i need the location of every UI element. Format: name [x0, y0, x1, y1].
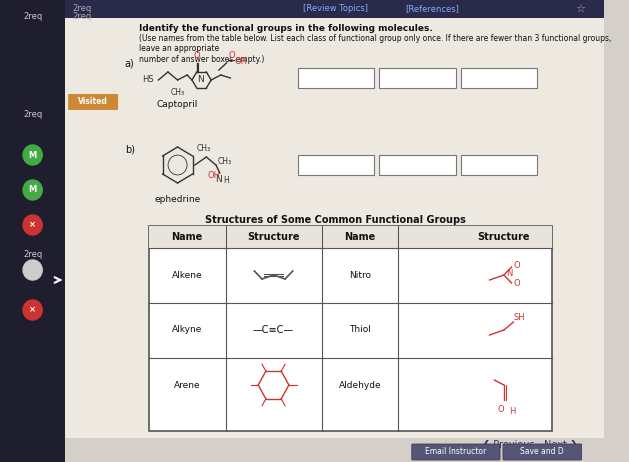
Text: Email Instructor: Email Instructor — [425, 448, 487, 456]
Text: HS: HS — [142, 75, 153, 84]
Text: M: M — [28, 151, 36, 159]
Text: 2req: 2req — [23, 12, 42, 21]
Text: O: O — [228, 51, 235, 60]
Text: Captopril: Captopril — [157, 100, 198, 109]
Circle shape — [23, 300, 42, 320]
FancyBboxPatch shape — [460, 68, 538, 88]
Text: CH₃: CH₃ — [218, 157, 232, 165]
Text: Arene: Arene — [174, 381, 201, 389]
Text: M: M — [29, 185, 36, 194]
FancyBboxPatch shape — [0, 0, 65, 462]
FancyBboxPatch shape — [503, 444, 582, 460]
Text: M: M — [29, 150, 36, 159]
FancyBboxPatch shape — [298, 155, 374, 175]
Text: Alkyne: Alkyne — [172, 326, 203, 334]
Text: Name: Name — [344, 232, 376, 242]
Text: N: N — [216, 175, 222, 184]
Text: [Review Topics]: [Review Topics] — [303, 4, 369, 13]
Text: ephedrine: ephedrine — [155, 195, 201, 204]
Text: ❮ Previous: ❮ Previous — [482, 440, 535, 450]
FancyBboxPatch shape — [149, 226, 552, 431]
Text: Alkene: Alkene — [172, 270, 203, 280]
Text: Structure: Structure — [477, 232, 530, 242]
FancyBboxPatch shape — [65, 18, 604, 438]
Text: Visited: Visited — [78, 97, 108, 107]
Text: 2req: 2req — [72, 12, 91, 21]
Text: Structures of Some Common Functional Groups: Structures of Some Common Functional Gro… — [206, 215, 466, 225]
Text: H: H — [224, 176, 230, 185]
FancyBboxPatch shape — [379, 155, 456, 175]
Text: ☆: ☆ — [576, 4, 586, 14]
Text: ×: × — [29, 305, 36, 315]
Text: SH: SH — [513, 314, 525, 322]
FancyBboxPatch shape — [379, 68, 456, 88]
Text: 2req: 2req — [23, 110, 42, 119]
Text: O: O — [513, 261, 520, 269]
Text: M: M — [28, 186, 36, 195]
Text: Save and D: Save and D — [520, 448, 564, 456]
Text: 2req: 2req — [72, 4, 91, 13]
Text: (Use names from the table below. List each class of functional group only once. : (Use names from the table below. List ea… — [139, 34, 611, 64]
Text: Aldehyde: Aldehyde — [338, 381, 381, 389]
Text: O: O — [498, 405, 504, 414]
Circle shape — [23, 145, 42, 165]
Text: CH₃: CH₃ — [196, 144, 211, 153]
Circle shape — [23, 180, 42, 200]
Text: Nitro: Nitro — [349, 270, 371, 280]
Text: O: O — [194, 51, 200, 60]
FancyBboxPatch shape — [65, 0, 604, 18]
FancyBboxPatch shape — [149, 226, 552, 248]
FancyBboxPatch shape — [412, 444, 500, 460]
Text: —C≡C—: —C≡C— — [253, 325, 294, 335]
Circle shape — [23, 260, 42, 280]
Text: Thiol: Thiol — [349, 326, 371, 334]
Text: N: N — [198, 74, 204, 84]
Text: Name: Name — [172, 232, 203, 242]
Text: ×: × — [29, 220, 36, 230]
Text: N: N — [506, 268, 512, 278]
Text: [References]: [References] — [405, 4, 459, 13]
Text: Next ❯: Next ❯ — [545, 440, 579, 450]
Text: H: H — [509, 407, 515, 416]
Text: Structure: Structure — [247, 232, 300, 242]
Text: Identify the functional groups in the following molecules.: Identify the functional groups in the fo… — [139, 24, 433, 33]
Text: O: O — [513, 279, 520, 287]
FancyBboxPatch shape — [298, 68, 374, 88]
Text: CH₃: CH₃ — [170, 88, 185, 97]
FancyBboxPatch shape — [68, 94, 118, 110]
Text: b): b) — [125, 145, 135, 155]
Text: OH: OH — [234, 57, 247, 66]
Text: OH: OH — [208, 171, 221, 180]
Circle shape — [23, 215, 42, 235]
Text: 2req: 2req — [23, 250, 42, 259]
Text: a): a) — [125, 58, 135, 68]
FancyBboxPatch shape — [460, 155, 538, 175]
